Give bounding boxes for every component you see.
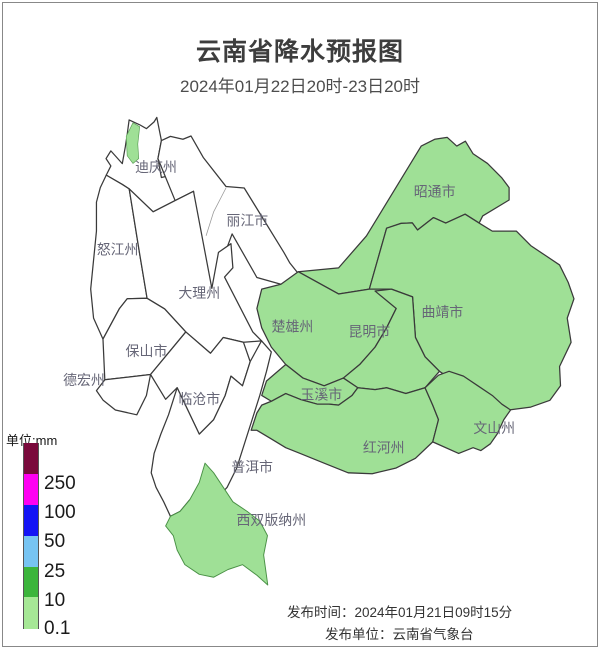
svg-text:怒江州: 怒江州	[97, 241, 139, 257]
svg-text:昭通市: 昭通市	[414, 183, 456, 199]
svg-text:楚雄州: 楚雄州	[272, 319, 314, 335]
svg-text:普洱市: 普洱市	[231, 459, 273, 475]
svg-text:丽江市: 丽江市	[226, 212, 268, 228]
svg-text:文山州: 文山州	[473, 420, 515, 436]
svg-text:红河州: 红河州	[363, 439, 405, 455]
svg-text:临沧市: 临沧市	[178, 391, 220, 407]
svg-text:玉溪市: 玉溪市	[300, 386, 342, 402]
svg-text:保山市: 保山市	[126, 343, 168, 359]
svg-text:德宏州: 德宏州	[63, 372, 105, 388]
svg-text:大理州: 大理州	[178, 285, 220, 301]
svg-text:曲靖市: 曲靖市	[421, 304, 463, 320]
svg-text:昆明市: 昆明市	[348, 323, 390, 339]
svg-text:迪庆州: 迪庆州	[135, 159, 177, 175]
svg-text:西双版纳州: 西双版纳州	[237, 512, 307, 528]
